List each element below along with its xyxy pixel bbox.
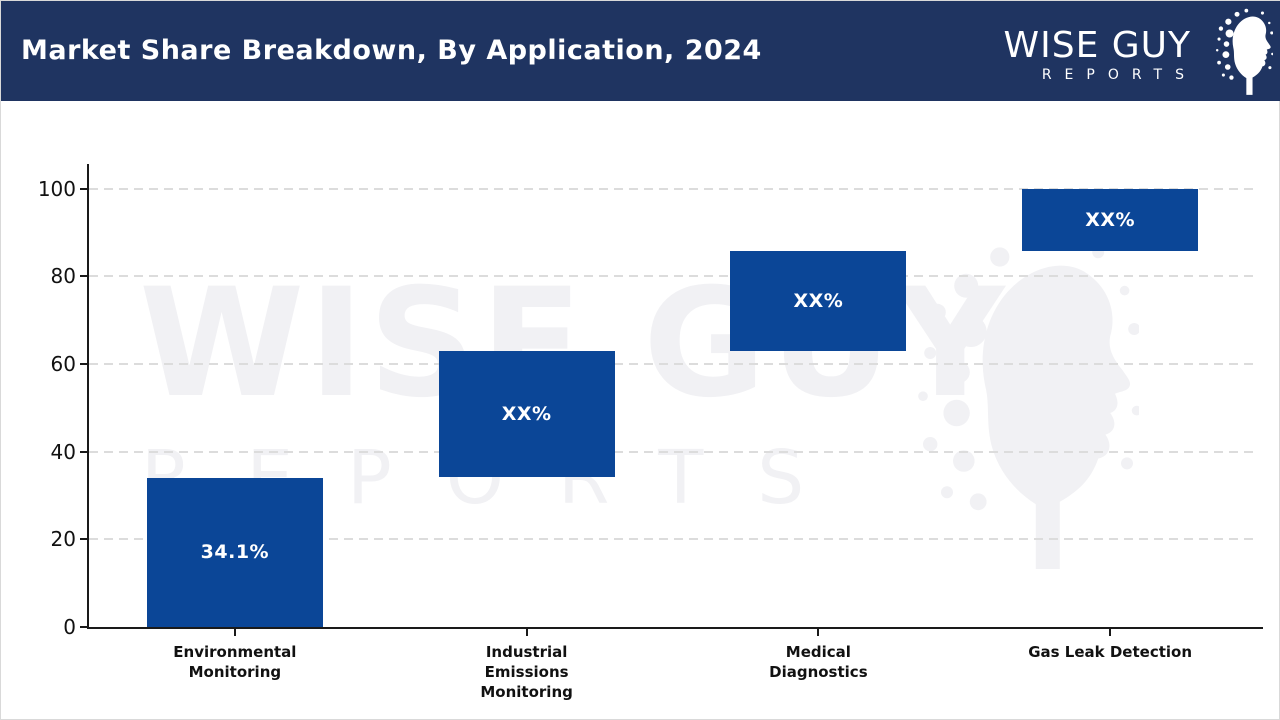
x-axis-line [87, 627, 1263, 629]
y-tick-60 [80, 362, 87, 365]
x-category-label: Gas Leak Detection [1028, 643, 1193, 661]
y-tick-100 [80, 187, 87, 190]
gridline-60 [89, 362, 1256, 365]
y-tick-20 [80, 538, 87, 541]
bar-value-label: 34.1% [200, 541, 270, 564]
wise-guy-logo: WISE GUY REPORTS [1004, 1, 1273, 101]
bar-value-label: XX% [793, 289, 844, 312]
y-tick-label: 100 [37, 176, 76, 201]
x-tick [1109, 629, 1112, 636]
y-axis-line [87, 164, 89, 629]
y-tick-label: 20 [50, 527, 76, 552]
bar-segment: XX% [1022, 188, 1199, 251]
x-tick [233, 629, 236, 636]
logo-wordmark: WISE GUY [1003, 25, 1191, 66]
x-tick [817, 629, 820, 636]
x-category-label: Industrial Emissions Monitoring [480, 643, 573, 701]
header: Market Share Breakdown, By Application, … [1, 1, 1280, 101]
gridline-40 [89, 450, 1256, 453]
logo-head-icon [1215, 8, 1273, 95]
bar-segment: 34.1% [146, 477, 323, 627]
bar-segment: XX% [730, 250, 907, 351]
page-title: Market Share Breakdown, By Application, … [21, 35, 762, 66]
x-category-label: Environmental Monitoring [173, 643, 297, 681]
x-category-label: Medical Diagnostics [769, 643, 868, 681]
y-tick-label: 80 [50, 264, 76, 289]
y-tick-0 [80, 626, 87, 628]
gridline-80 [89, 275, 1256, 278]
bar-segment: XX% [438, 350, 615, 478]
gridline-100 [89, 187, 1256, 190]
y-tick-label: 40 [50, 439, 76, 464]
y-tick-label: 60 [50, 351, 76, 376]
bar-value-label: XX% [1085, 208, 1136, 231]
y-tick-40 [80, 450, 87, 453]
logo-subtext: REPORTS [1041, 67, 1197, 83]
y-tick-label: 0 [63, 615, 76, 639]
bar-value-label: XX% [501, 403, 552, 426]
y-tick-80 [80, 275, 87, 278]
x-tick [525, 629, 528, 636]
gridline-20 [89, 538, 1256, 541]
